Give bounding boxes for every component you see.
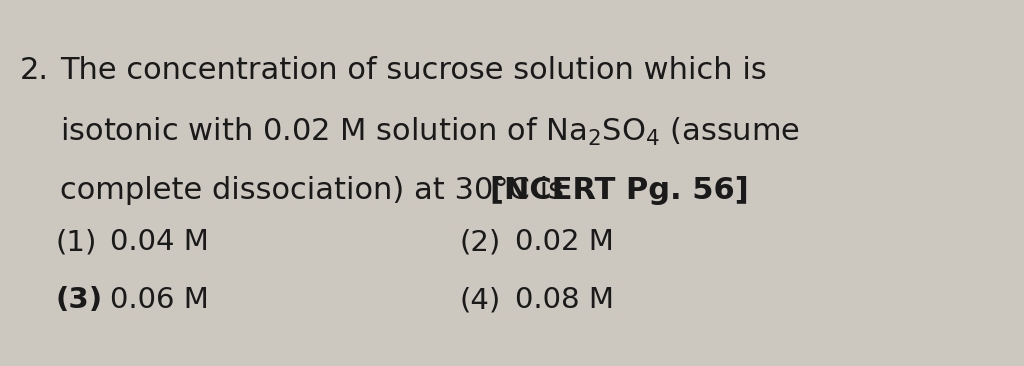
Text: 2.: 2. <box>20 56 49 85</box>
Text: (1): (1) <box>55 228 96 256</box>
Text: (2): (2) <box>460 228 502 256</box>
Text: 0.08 M: 0.08 M <box>515 286 614 314</box>
Text: The concentration of sucrose solution which is: The concentration of sucrose solution wh… <box>60 56 767 85</box>
Text: 0.06 M: 0.06 M <box>110 286 209 314</box>
Text: [NCERT Pg. 56]: [NCERT Pg. 56] <box>490 176 749 205</box>
Text: (4): (4) <box>460 286 502 314</box>
Text: isotonic with 0.02 M solution of Na$_2$SO$_4$ (assume: isotonic with 0.02 M solution of Na$_2$S… <box>60 116 800 148</box>
Text: (3): (3) <box>55 286 102 314</box>
Text: 0.04 M: 0.04 M <box>110 228 209 256</box>
Text: complete dissociation) at 30°C is: complete dissociation) at 30°C is <box>60 176 573 205</box>
Text: 0.02 M: 0.02 M <box>515 228 613 256</box>
